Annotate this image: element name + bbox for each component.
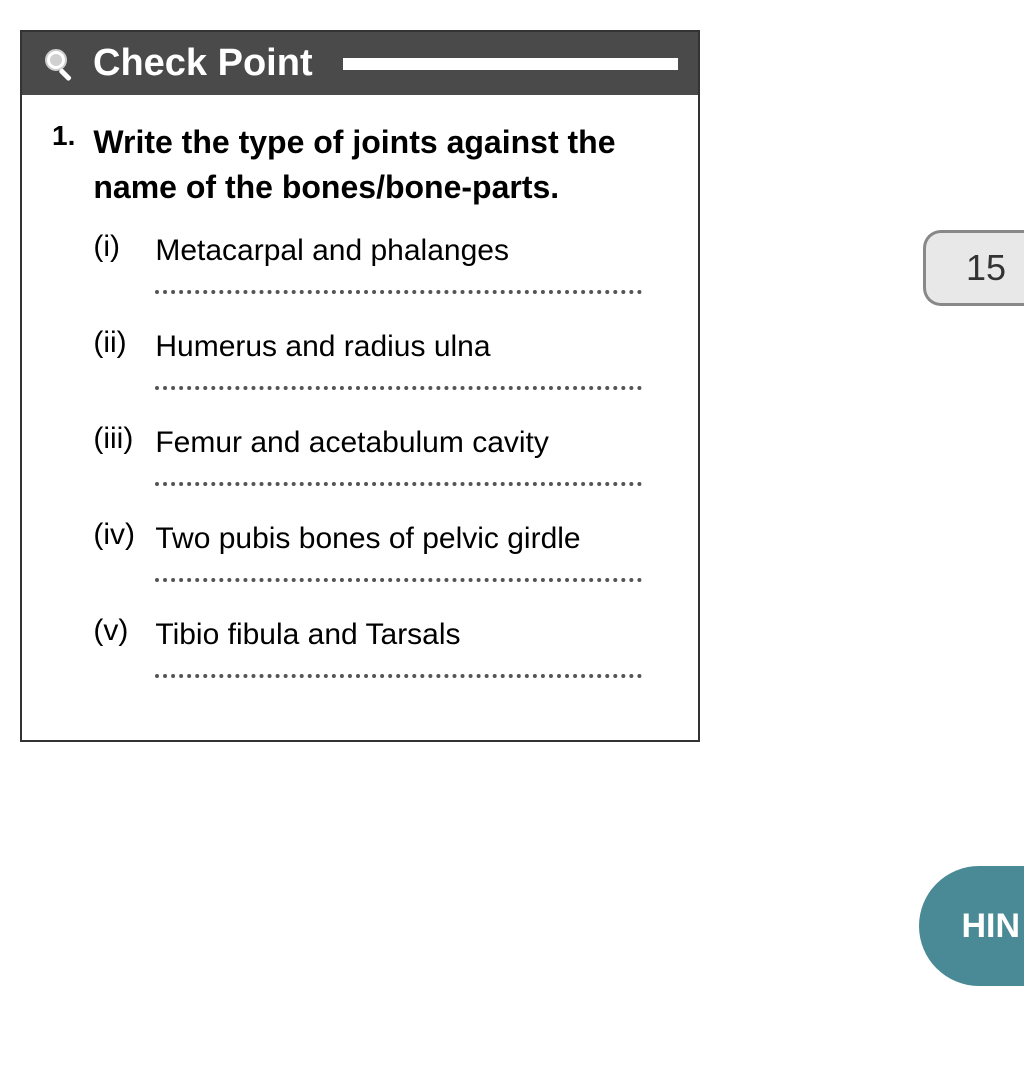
question-body: Write the type of joints against the nam… [93,120,668,710]
item-content: Two pubis bones of pelvic girdle [155,518,668,604]
page-number-badge: 15 [923,230,1024,306]
list-item: (iii) Femur and acetabulum cavity [93,422,668,508]
checkpoint-box: Check Point 1. Write the type of joints … [20,30,700,742]
answer-line [155,674,642,678]
item-content: Humerus and radius ulna [155,326,668,412]
header-underline [343,58,678,70]
item-label: (i) [93,230,143,316]
answer-line [155,482,642,486]
magnify-icon [42,46,78,82]
item-text: Metacarpal and phalanges [155,230,668,272]
item-label: (ii) [93,326,143,412]
content-area: 1. Write the type of joints against the … [22,95,698,740]
item-content: Femur and acetabulum cavity [155,422,668,508]
answer-line [155,386,642,390]
header-bar: Check Point [22,32,698,95]
item-text: Tibio fibula and Tarsals [155,614,668,656]
question-text: Write the type of joints against the nam… [93,120,668,210]
item-label: (iii) [93,422,143,508]
answer-line [155,290,642,294]
item-label: (iv) [93,518,143,604]
item-label: (v) [93,614,143,700]
item-text: Two pubis bones of pelvic girdle [155,518,668,560]
item-content: Tibio fibula and Tarsals [155,614,668,700]
list-item: (i) Metacarpal and phalanges [93,230,668,316]
item-text: Femur and acetabulum cavity [155,422,668,464]
question-number: 1. [52,120,75,710]
list-item: (iv) Two pubis bones of pelvic girdle [93,518,668,604]
list-item: (ii) Humerus and radius ulna [93,326,668,412]
header-title: Check Point [93,42,313,85]
answer-line [155,578,642,582]
item-content: Metacarpal and phalanges [155,230,668,316]
list-item: (v) Tibio fibula and Tarsals [93,614,668,700]
hint-badge[interactable]: HIN [919,866,1024,986]
question-row: 1. Write the type of joints against the … [52,120,668,710]
item-text: Humerus and radius ulna [155,326,668,368]
